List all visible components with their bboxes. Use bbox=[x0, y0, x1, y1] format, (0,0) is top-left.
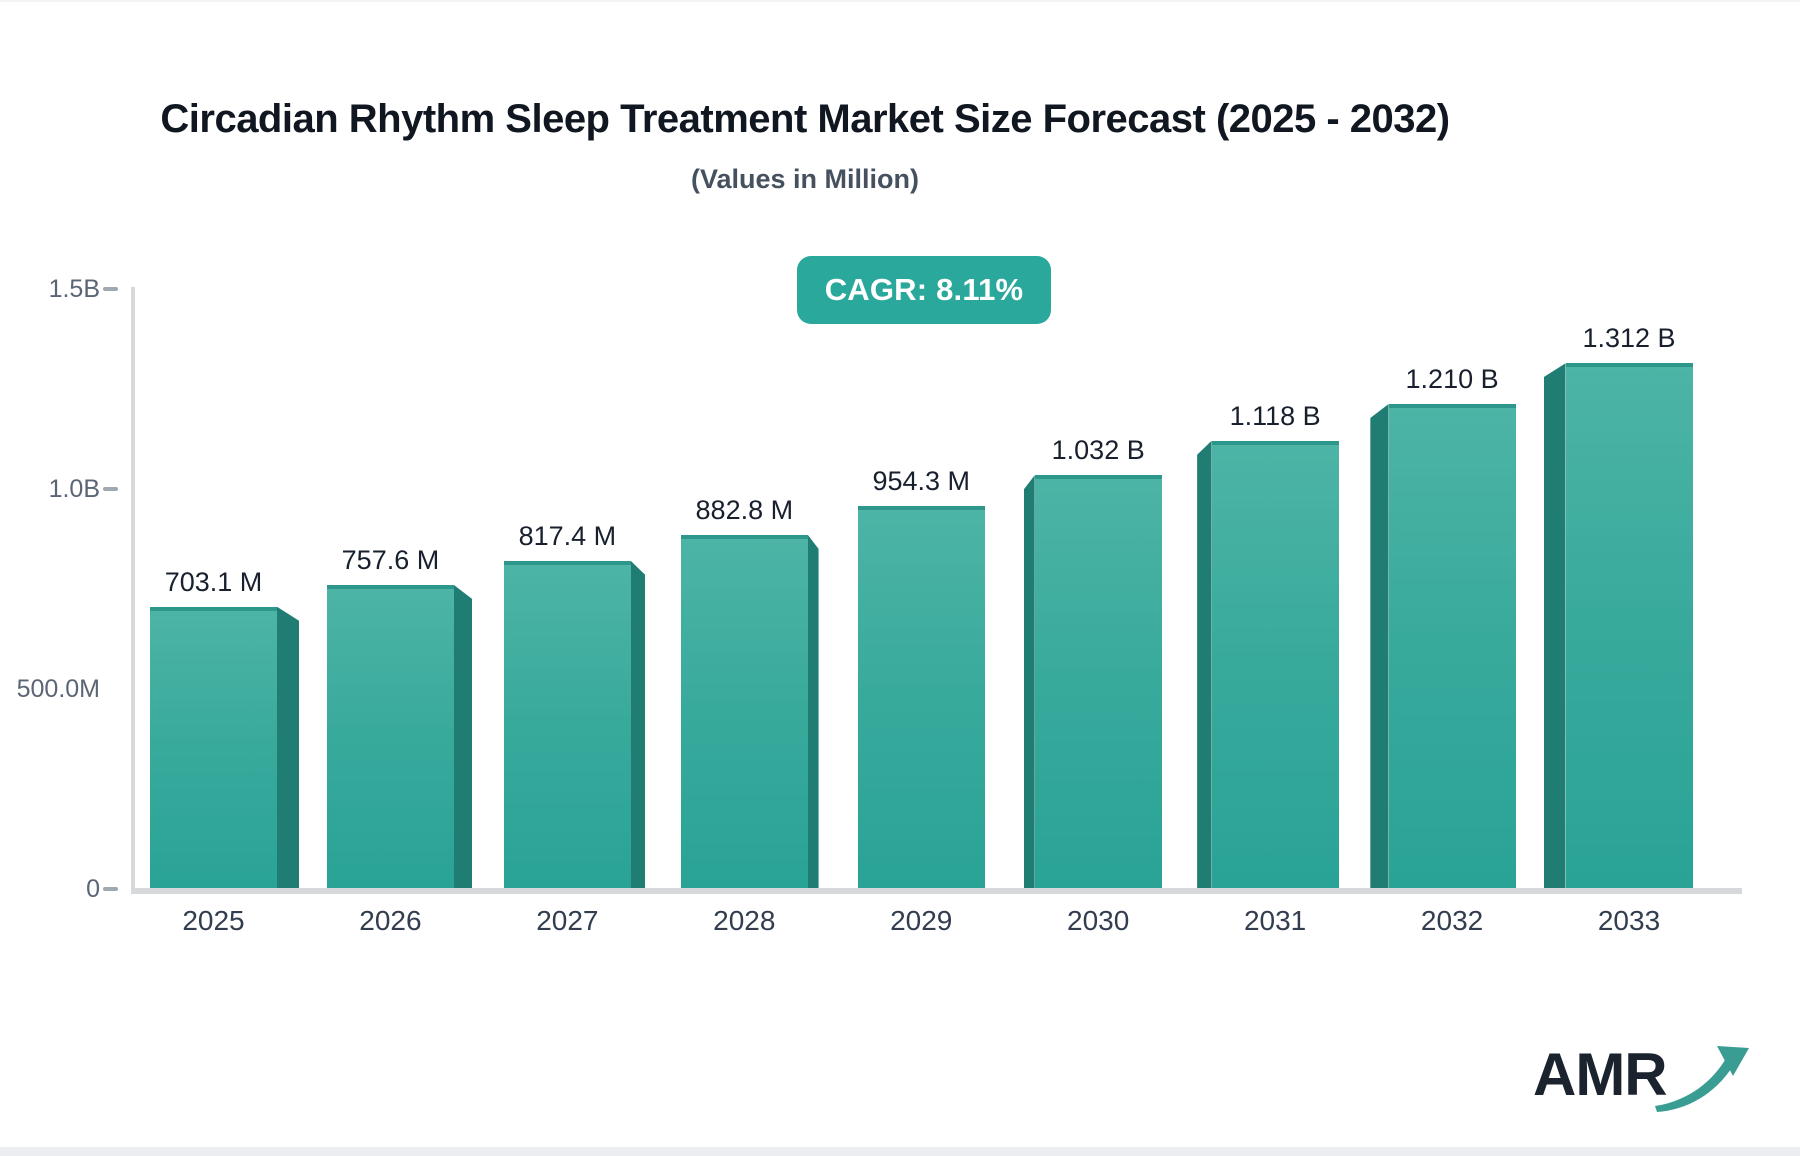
bar-front-face bbox=[1034, 475, 1162, 888]
y-axis-label-1.5B: 1.5B bbox=[48, 275, 100, 303]
x-axis-label-2028: 2028 bbox=[713, 905, 776, 936]
y-axis-label-500.0M: 500.0M bbox=[16, 675, 100, 703]
bar-value-label-2032: 1.210 B bbox=[1405, 364, 1499, 394]
bar-value-label-2030: 1.032 B bbox=[1051, 435, 1145, 466]
growth-arrow-icon bbox=[1655, 1046, 1749, 1112]
bar-front-face bbox=[326, 584, 454, 888]
bar-value-label-2031: 1.118 B bbox=[1229, 400, 1321, 431]
amr-logo-text: AMR bbox=[1533, 1041, 1668, 1108]
bar-side-face bbox=[807, 534, 819, 888]
bar-value-label-2025: 703.1 M bbox=[164, 566, 263, 597]
bar-side-face bbox=[1543, 363, 1566, 888]
y-axis-label-1.0B: 1.0B bbox=[48, 475, 100, 503]
bar-front-face bbox=[503, 561, 631, 888]
bar-value-label-2027: 817.4 M bbox=[518, 521, 617, 552]
bar-front-face bbox=[680, 534, 808, 888]
x-axis-label-2032: 2032 bbox=[1420, 905, 1484, 936]
bar-side-face bbox=[277, 606, 299, 888]
y-axis-label-0: 0 bbox=[86, 875, 100, 903]
bar-side-face bbox=[453, 584, 473, 888]
bar-side-face bbox=[1023, 475, 1035, 888]
chart-title: Circadian Rhythm Sleep Treatment Market … bbox=[160, 97, 1450, 141]
x-axis-label-2031: 2031 bbox=[1243, 905, 1307, 936]
x-axis-label-2027: 2027 bbox=[536, 905, 599, 936]
bar-side-face bbox=[1370, 404, 1389, 888]
x-axis-label-2033: 2033 bbox=[1597, 905, 1661, 936]
bar-front-face bbox=[1565, 363, 1693, 888]
bar-front-face bbox=[150, 606, 277, 888]
bar-front-face bbox=[857, 506, 985, 888]
x-axis-label-2025: 2025 bbox=[182, 905, 245, 936]
x-axis-label-2026: 2026 bbox=[359, 905, 422, 936]
x-axis-label-2030: 2030 bbox=[1067, 905, 1130, 936]
amr-logo: AMR bbox=[1533, 1032, 1763, 1122]
y-axis-tick bbox=[103, 887, 118, 891]
bar-side-face bbox=[1197, 440, 1212, 888]
chart-subtitle: (Values in Million) bbox=[690, 164, 920, 194]
bar-value-label-2028: 882.8 M bbox=[695, 494, 794, 525]
y-axis-line bbox=[131, 287, 135, 889]
bar-front-face bbox=[1211, 440, 1339, 888]
bar-front-face bbox=[1388, 404, 1516, 888]
y-axis-tick bbox=[103, 287, 118, 291]
bar-value-label-2029: 954.3 M bbox=[872, 466, 971, 497]
bar-value-label-2026: 757.6 M bbox=[341, 544, 440, 575]
x-axis-baseline bbox=[131, 888, 1742, 894]
cagr-badge-label: CAGR: 8.11% bbox=[824, 272, 1024, 307]
bar-value-label-2033: 1.312 B bbox=[1582, 323, 1676, 354]
x-axis-label-2029: 2029 bbox=[890, 905, 953, 936]
cagr-badge: CAGR: 8.11% bbox=[797, 256, 1051, 324]
bar-side-face bbox=[630, 561, 646, 888]
y-axis-tick bbox=[103, 487, 118, 491]
